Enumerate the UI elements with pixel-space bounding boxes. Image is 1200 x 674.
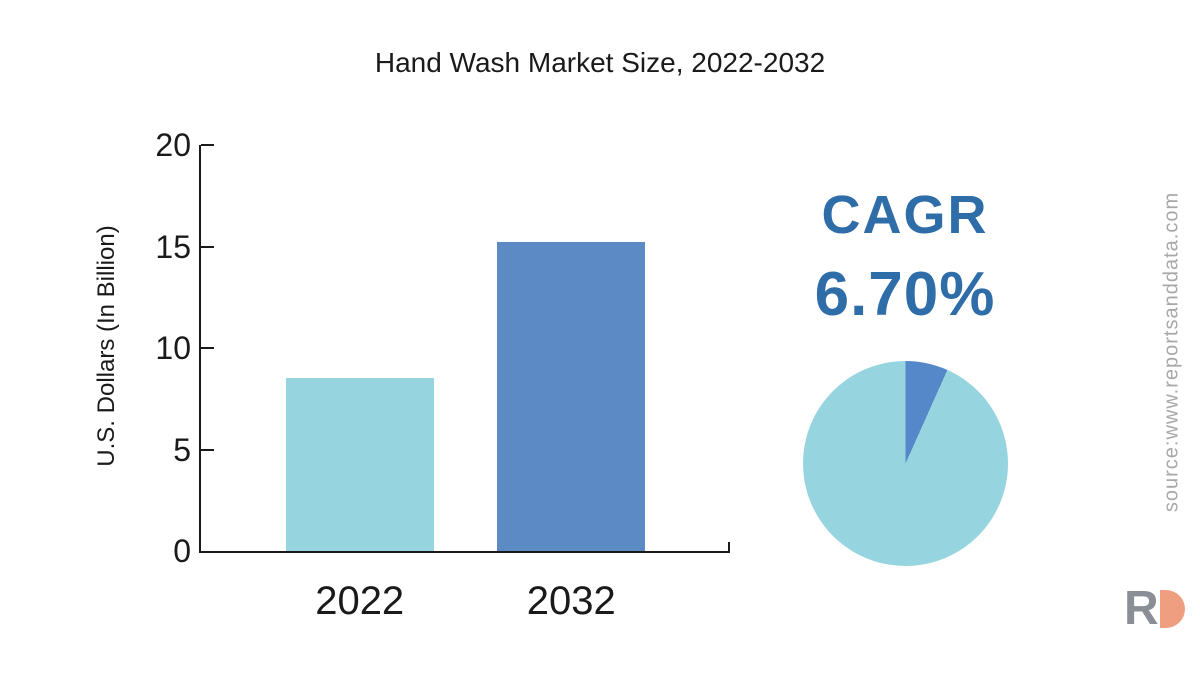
y-tick-label: 0 [173, 533, 191, 569]
x-tick-label: 2022 [315, 579, 405, 623]
bar-2032 [497, 242, 646, 551]
source-text: source:www.reportsanddata.com [1160, 191, 1183, 513]
pie-chart [803, 361, 1008, 566]
bar-chart-plot: 0 5 10 15 20 2022 2032 [155, 127, 730, 621]
logo-letter-r-icon: R [1124, 582, 1159, 635]
y-tick-label: 20 [155, 127, 191, 163]
y-tick-label: 10 [155, 330, 191, 366]
x-axis-end-tick [728, 542, 730, 551]
cagr-value: 6.70% [814, 260, 996, 329]
x-tick-label: 2032 [526, 579, 616, 623]
y-axis-tick [201, 245, 214, 248]
y-tick-label: 5 [173, 431, 191, 468]
logo-d-shape-icon [1159, 590, 1185, 628]
y-axis-tick [201, 144, 214, 146]
bar-2022 [285, 378, 434, 551]
y-axis-tick [201, 448, 214, 451]
brand-logo: R [1124, 582, 1185, 635]
y-tick-label: 15 [155, 228, 191, 265]
y-axis-tick [201, 347, 214, 349]
chart-title: Hand Wash Market Size, 2022-2032 [374, 47, 826, 78]
cagr-label: CAGR [821, 185, 989, 245]
